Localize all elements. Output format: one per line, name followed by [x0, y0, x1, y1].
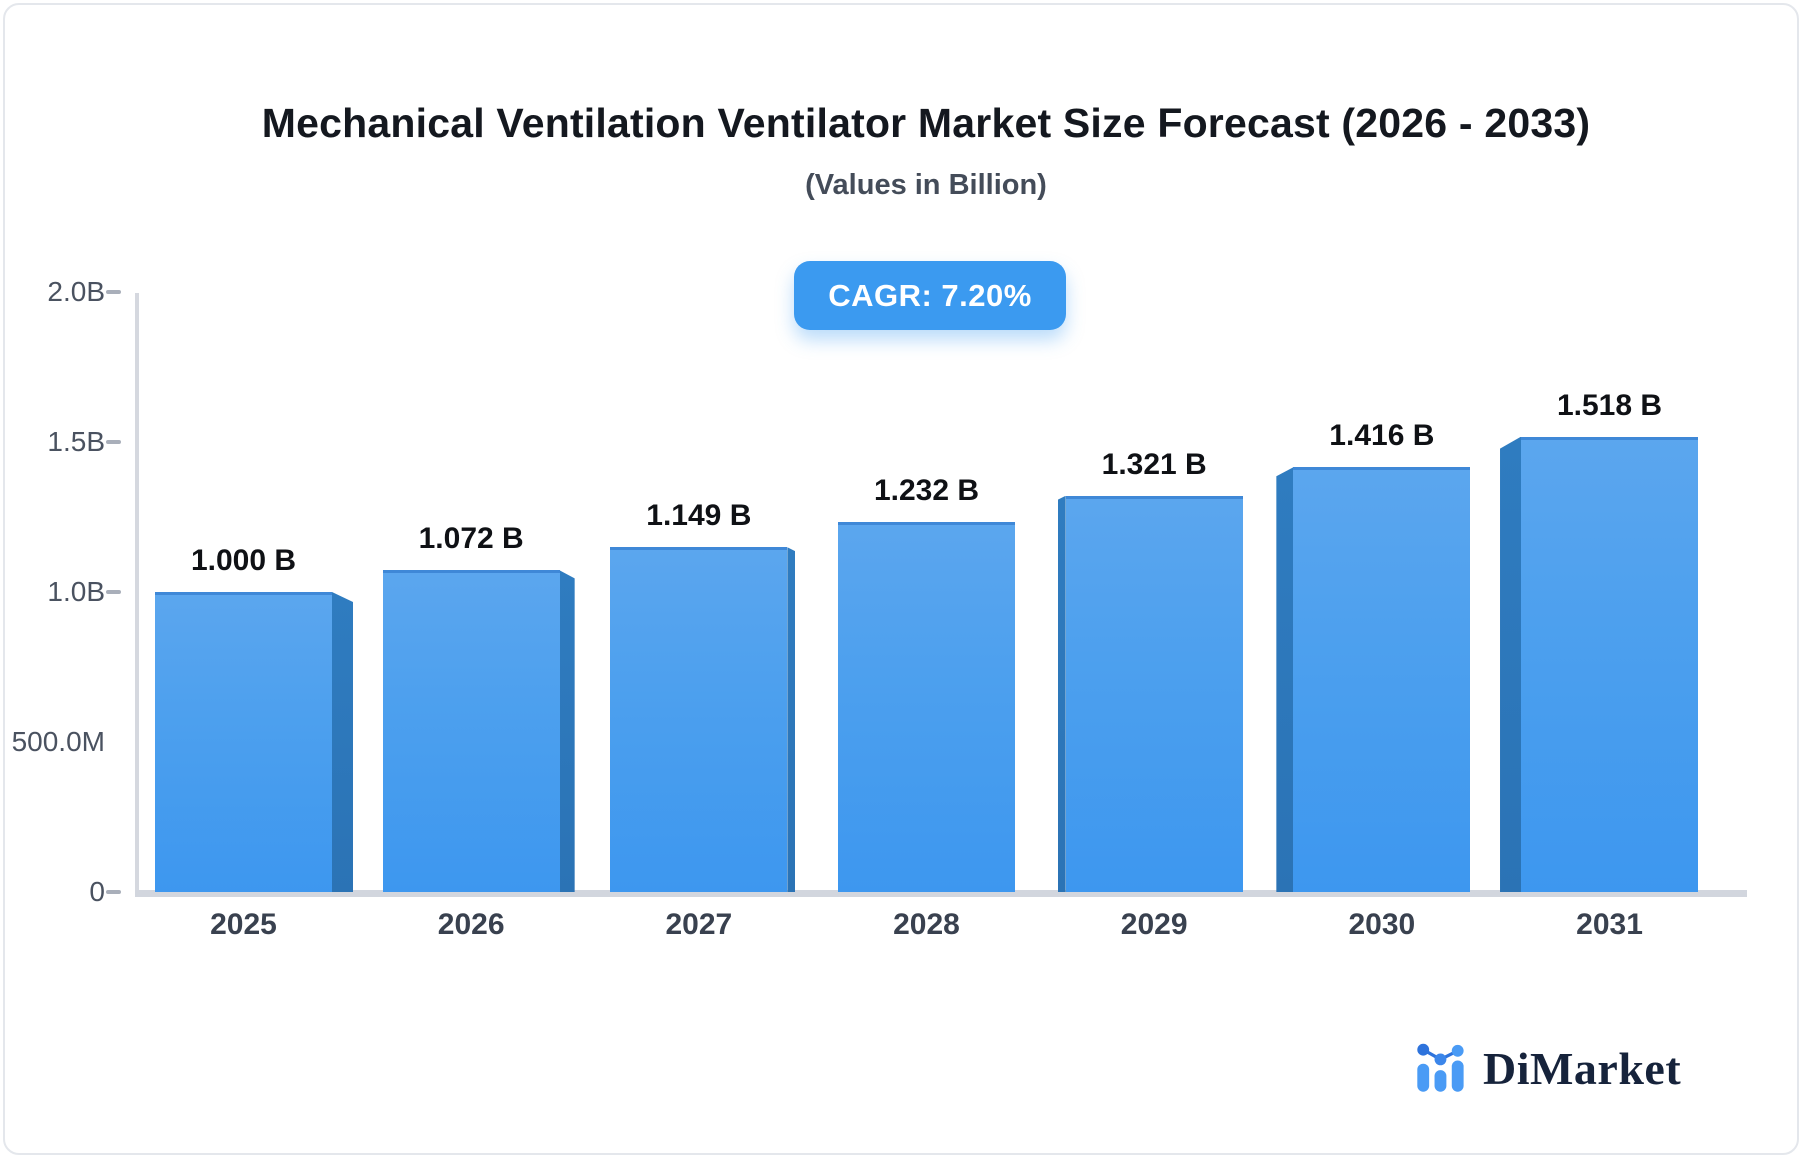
- y-tick-mark: [106, 890, 121, 894]
- y-tick-mark: [106, 290, 121, 294]
- bar-face-2029: [1065, 495, 1243, 892]
- chart-header: Mechanical Ventilation Ventilator Market…: [65, 5, 1787, 202]
- y-axis-line: [135, 293, 139, 892]
- bar-value-label: 1.232 B: [873, 474, 980, 508]
- bar-chart-logo-icon: [1417, 1043, 1464, 1092]
- chart-title: Mechanical Ventilation Ventilator Market…: [261, 100, 1591, 146]
- y-tick-mark: [106, 590, 121, 594]
- bar-value-label: 1.321 B: [1101, 447, 1207, 481]
- bar-side-face-2031: [1500, 436, 1522, 892]
- cagr-badge-label: CAGR: 7.20%: [828, 277, 1032, 313]
- x-axis-label: 2031: [1576, 908, 1643, 941]
- y-tick-label: 500.0M: [11, 726, 105, 757]
- bar-value-label: 1.518 B: [1556, 388, 1663, 422]
- bar-side-face-2027: [787, 547, 796, 892]
- bar-face-2027: [610, 547, 788, 892]
- bar-side-face-2026: [559, 570, 575, 892]
- bar-side-face-2030: [1276, 467, 1294, 892]
- bar-value-label: 1.072 B: [418, 522, 524, 556]
- cagr-badge: CAGR: 7.20%: [794, 261, 1066, 330]
- x-axis-label: 2027: [665, 908, 733, 941]
- x-axis-label: 2028: [893, 908, 960, 941]
- x-axis-label: 2026: [437, 908, 505, 941]
- bar-face-2025: [155, 592, 332, 892]
- y-tick-label: 1.0B: [47, 576, 105, 607]
- y-tick-label: 2.0B: [47, 276, 105, 307]
- plot-area: 2.0B 1.5B 1.0B 500.0M 0 1.000 B 2025 1.072 B 202…: [5, 5, 1797, 1153]
- x-axis-label: 2029: [1120, 908, 1188, 941]
- x-axis-label: 2030: [1348, 908, 1416, 941]
- y-tick-mark: [106, 440, 121, 444]
- x-axis-line: [135, 890, 1747, 897]
- bar-value-label: 1.149 B: [646, 499, 752, 533]
- x-axis-label: 2025: [210, 908, 277, 941]
- bar-side-face-2029: [1057, 495, 1066, 892]
- y-tick-label: 1.5B: [47, 426, 105, 457]
- chart-subtitle: (Values in Billion): [805, 169, 1047, 201]
- bar-face-2030: [1293, 467, 1471, 892]
- bar-face-2026: [382, 570, 560, 892]
- y-tick-label: 0: [89, 876, 105, 907]
- bar-side-face-2025: [332, 592, 353, 892]
- bar-face-2028: [838, 522, 1015, 892]
- bar-value-label: 1.000 B: [190, 544, 297, 577]
- logo-text: DiMarket: [1483, 1042, 1682, 1094]
- logo: DiMarket: [1413, 1035, 1681, 1101]
- bar-value-label: 1.416 B: [1329, 419, 1435, 453]
- bar-face-2031: [1521, 436, 1699, 892]
- chart-card: Mechanical Ventilation Ventilator Market…: [3, 3, 1799, 1155]
